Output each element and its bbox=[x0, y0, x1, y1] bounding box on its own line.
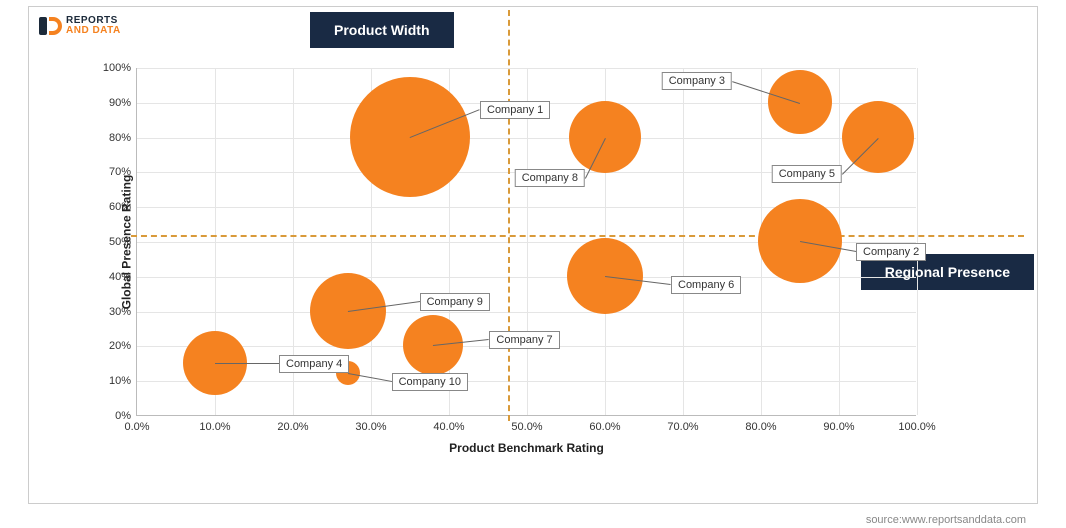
y-tick: 90% bbox=[95, 97, 131, 109]
x-tick: 80.0% bbox=[745, 421, 776, 433]
banner-product-width: Product Width bbox=[310, 12, 454, 48]
logo-line2: AND DATA bbox=[66, 26, 121, 37]
x-tick: 100.0% bbox=[898, 421, 935, 433]
y-tick: 70% bbox=[95, 166, 131, 178]
x-tick: 30.0% bbox=[355, 421, 386, 433]
bubble-label: Company 9 bbox=[420, 293, 490, 311]
quadrant-line-h bbox=[131, 235, 1024, 237]
bubble-label: Company 3 bbox=[662, 72, 732, 90]
x-tick: 90.0% bbox=[823, 421, 854, 433]
bubble-label: Company 6 bbox=[671, 276, 741, 294]
x-tick: 20.0% bbox=[277, 421, 308, 433]
y-tick: 40% bbox=[95, 271, 131, 283]
bubble-label: Company 2 bbox=[856, 243, 926, 261]
y-tick: 0% bbox=[95, 410, 131, 422]
quadrant-line-v bbox=[508, 10, 510, 421]
bubble-label: Company 1 bbox=[480, 101, 550, 119]
gridline-v bbox=[917, 68, 918, 415]
x-tick: 60.0% bbox=[589, 421, 620, 433]
x-axis-label: Product Benchmark Rating bbox=[449, 441, 604, 455]
y-tick: 30% bbox=[95, 306, 131, 318]
bubble bbox=[569, 101, 641, 173]
bubble-chart: Global Presence Rating Product Benchmark… bbox=[88, 60, 916, 460]
source-attribution: source:www.reportsanddata.com bbox=[866, 514, 1026, 526]
y-tick: 60% bbox=[95, 201, 131, 213]
x-tick: 10.0% bbox=[199, 421, 230, 433]
y-tick: 80% bbox=[95, 132, 131, 144]
logo-mark bbox=[38, 14, 62, 38]
leader-line bbox=[215, 363, 279, 364]
x-tick: 0.0% bbox=[124, 421, 149, 433]
logo-text: REPORTS AND DATA bbox=[66, 16, 121, 37]
bubble-label: Company 5 bbox=[772, 165, 842, 183]
y-tick: 10% bbox=[95, 375, 131, 387]
logo: REPORTS AND DATA bbox=[38, 14, 121, 38]
bubble-label: Company 10 bbox=[392, 373, 468, 391]
bubble bbox=[768, 70, 832, 134]
gridline-h bbox=[137, 381, 916, 382]
x-tick: 40.0% bbox=[433, 421, 464, 433]
y-tick: 20% bbox=[95, 340, 131, 352]
y-tick: 100% bbox=[95, 62, 131, 74]
x-tick: 50.0% bbox=[511, 421, 542, 433]
plot-area: Global Presence Rating Product Benchmark… bbox=[136, 68, 916, 416]
bubble-label: Company 8 bbox=[515, 169, 585, 187]
x-tick: 70.0% bbox=[667, 421, 698, 433]
y-tick: 50% bbox=[95, 236, 131, 248]
gridline-h bbox=[137, 312, 916, 313]
bubble-label: Company 7 bbox=[489, 331, 559, 349]
bubble-label: Company 4 bbox=[279, 355, 349, 373]
gridline-h bbox=[137, 138, 916, 139]
